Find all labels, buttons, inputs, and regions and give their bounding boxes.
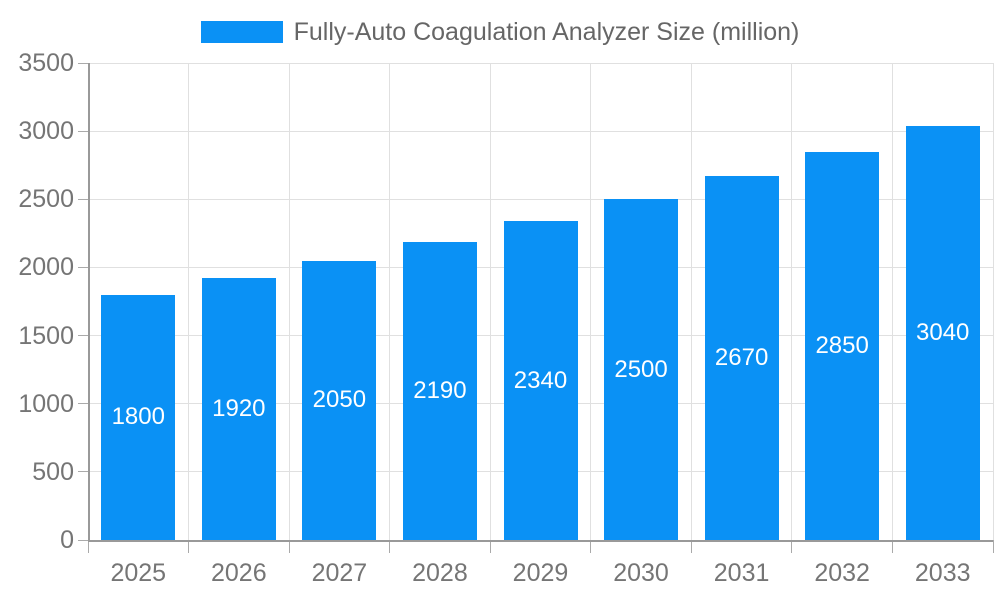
chart-legend: Fully-Auto Coagulation Analyzer Size (mi… [0, 16, 1000, 48]
x-gridline [992, 63, 994, 540]
x-axis-label: 2028 [412, 559, 468, 587]
y-axis-label: 2500 [18, 185, 74, 214]
bar-value-label: 1920 [212, 395, 266, 423]
bar-value-label: 2050 [312, 386, 367, 414]
y-axis-tick [78, 62, 88, 64]
bar-value-label: 2340 [513, 366, 568, 394]
y-axis-label: 1500 [18, 321, 74, 350]
x-gridline [891, 63, 893, 540]
y-gridline [88, 130, 993, 132]
bar [503, 221, 578, 540]
y-axis-label: 1000 [18, 389, 74, 418]
x-axis-tick [489, 540, 491, 553]
legend-swatch [200, 21, 283, 43]
x-axis-tick [791, 540, 793, 553]
x-gridline [188, 63, 190, 540]
x-axis-tick [891, 540, 893, 553]
x-axis-tick [389, 540, 391, 553]
bar-value-label: 2190 [413, 376, 467, 404]
bar [402, 241, 477, 540]
y-axis-tick [78, 198, 88, 200]
y-axis-tick [78, 403, 88, 405]
x-axis-tick [690, 540, 692, 553]
y-axis-tick [78, 130, 88, 132]
x-axis-line [88, 540, 993, 542]
x-gridline [791, 63, 793, 540]
x-gridline [690, 63, 692, 540]
bar [302, 260, 377, 540]
x-axis-label: 2031 [713, 559, 770, 587]
bar [604, 199, 679, 540]
bar-value-label: 2670 [714, 344, 769, 372]
x-axis-label: 2033 [914, 559, 971, 587]
x-axis-label: 2032 [814, 559, 870, 587]
x-axis-label: 2027 [311, 559, 368, 587]
y-axis-label: 500 [32, 457, 74, 486]
y-axis-tick [78, 539, 88, 541]
x-axis-tick [87, 540, 89, 553]
y-axis-tick [78, 335, 88, 337]
bar-value-label: 2500 [614, 355, 668, 383]
x-gridline [288, 63, 290, 540]
y-axis-line [88, 63, 90, 540]
x-gridline [590, 63, 592, 540]
x-axis-label: 2026 [211, 559, 267, 587]
x-axis-tick [288, 540, 290, 553]
x-axis-label: 2030 [613, 559, 669, 587]
y-gridline [88, 198, 993, 200]
bar [805, 151, 880, 540]
legend-label: Fully-Auto Coagulation Analyzer Size (mi… [293, 17, 800, 46]
y-axis-label: 3500 [18, 49, 74, 77]
bar [101, 294, 176, 540]
y-gridline [88, 62, 993, 64]
y-axis-label: 3000 [18, 117, 74, 146]
bar [905, 125, 980, 540]
x-axis-tick [590, 540, 592, 553]
x-gridline [389, 63, 391, 540]
y-axis-tick [78, 471, 88, 473]
y-axis-label: 0 [60, 526, 74, 554]
y-axis-label: 2000 [18, 253, 74, 282]
y-axis-tick [78, 266, 88, 268]
x-axis-label: 2025 [110, 559, 167, 587]
x-axis-tick [188, 540, 190, 553]
x-axis-label: 2029 [512, 559, 569, 587]
bar [704, 176, 779, 540]
bar-value-label: 2850 [815, 331, 869, 359]
x-gridline [489, 63, 491, 540]
plot-area: 1800 1920 2050 2190 2340 2500 2670 2850 3040 [78, 62, 994, 553]
x-axis-tick [992, 540, 994, 553]
bar [201, 278, 276, 540]
bar-value-label: 1800 [111, 403, 165, 431]
bar-value-label: 3040 [916, 318, 970, 346]
